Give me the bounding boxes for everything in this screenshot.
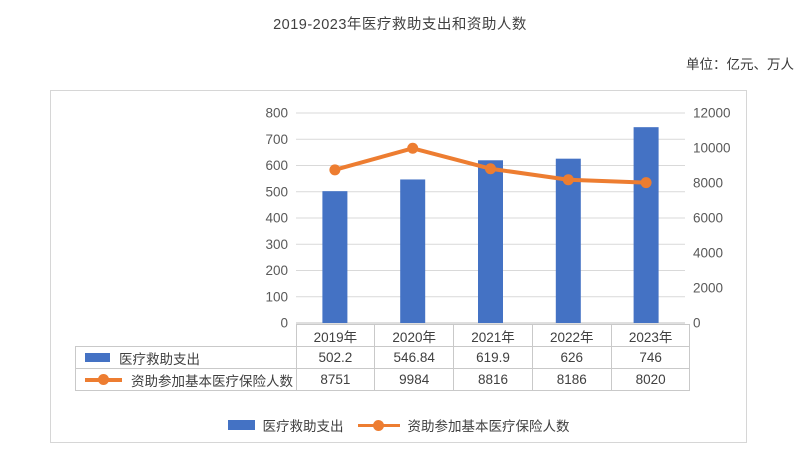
value-cell: 626 xyxy=(531,346,612,369)
bar-series xyxy=(322,127,659,323)
line-legend-marker xyxy=(85,374,122,385)
line-marker xyxy=(485,163,496,175)
left-axis-tick: 700 xyxy=(265,132,288,147)
series-name-cell: 医疗救助支出 xyxy=(75,346,297,369)
bar xyxy=(322,191,348,323)
line-series xyxy=(329,142,652,189)
category-cell: 2022年 xyxy=(531,324,612,347)
chart-box: 800 700 600 500 400 300 200 100 0 12000 10000 8000 6… xyxy=(50,90,747,443)
right-axis-tick: 10000 xyxy=(693,141,731,156)
left-axis-tick: 100 xyxy=(265,289,288,304)
plot-area: 800 700 600 500 400 300 200 100 0 12000 10000 8000 6… xyxy=(265,106,731,331)
series-name-label: 资助参加基本医疗保险人数 xyxy=(131,373,293,389)
line-marker xyxy=(329,164,341,176)
value-cell: 619.9 xyxy=(453,346,533,369)
left-axis-tick: 600 xyxy=(265,158,288,173)
category-cell: 2021年 xyxy=(453,324,533,347)
bar-legend-swatch xyxy=(227,420,255,430)
bar xyxy=(633,127,659,323)
series-name-label: 医疗救助支出 xyxy=(119,351,200,367)
right-axis-tick: 0 xyxy=(693,316,701,331)
line-marker xyxy=(640,177,652,189)
value-cell: 9984 xyxy=(374,368,455,391)
value-cell: 8751 xyxy=(295,368,376,391)
category-cell: 2019年 xyxy=(295,324,376,347)
bar-legend-swatch xyxy=(85,353,110,362)
series-name-cell: 资助参加基本医疗保险人数 xyxy=(75,368,297,391)
line-marker xyxy=(407,142,419,154)
table-header-row: 2019年 2020年 2021年 2022年 2023年 xyxy=(76,324,691,347)
table-corner-cell xyxy=(76,325,297,347)
line-dot xyxy=(373,419,384,431)
bar xyxy=(478,160,503,323)
right-axis-tick: 12000 xyxy=(693,106,731,121)
category-cell: 2023年 xyxy=(610,324,691,347)
bar xyxy=(400,179,426,323)
left-axis-tick: 400 xyxy=(265,211,288,226)
left-axis-ticks: 800 700 600 500 400 300 200 100 0 xyxy=(265,106,288,331)
value-cell: 8020 xyxy=(610,368,691,391)
right-axis-ticks: 12000 10000 8000 6000 4000 2000 0 xyxy=(693,106,731,331)
table-row: 医疗救助支出 502.2 546.84 619.9 626 746 xyxy=(75,346,691,369)
series-name-inner: 资助参加基本医疗保险人数 xyxy=(76,370,296,390)
value-cell: 8186 xyxy=(531,368,612,391)
legend-item: 医疗救助支出 xyxy=(227,415,344,435)
right-axis-tick: 2000 xyxy=(693,281,723,296)
left-axis-tick: 800 xyxy=(265,106,288,121)
value-cell: 746 xyxy=(610,346,691,369)
value-cell: 546.84 xyxy=(374,346,455,369)
left-axis-tick: 300 xyxy=(265,237,288,252)
chart-legend: 医疗救助支出 资助参加基本医疗保险人数 xyxy=(51,412,746,438)
chart-title: 2019-2023年医疗救助支出和资助人数 xyxy=(273,17,527,33)
legend-item-label: 医疗救助支出 xyxy=(262,419,344,434)
line-dot xyxy=(98,374,109,385)
legend-item: 资助参加基本医疗保险人数 xyxy=(357,415,570,435)
unit-label: 单位：亿元、万人 xyxy=(686,57,794,72)
data-table: 2019年 2020年 2021年 2022年 2023年医疗救助支出 502.2 546.… xyxy=(75,324,691,391)
right-axis-tick: 6000 xyxy=(693,211,723,226)
left-axis-tick: 0 xyxy=(280,316,288,331)
left-axis-tick: 500 xyxy=(265,184,288,199)
line-legend-marker xyxy=(357,419,400,431)
bar xyxy=(555,158,581,323)
value-cell: 502.2 xyxy=(295,346,376,369)
left-axis-tick: 200 xyxy=(265,263,288,278)
value-cell: 8816 xyxy=(453,368,533,391)
right-axis-tick: 8000 xyxy=(693,176,723,191)
category-cell: 2020年 xyxy=(374,324,455,347)
series-name-inner: 医疗救助支出 xyxy=(76,348,296,368)
line-marker xyxy=(562,174,574,186)
legend-item-label: 资助参加基本医疗保险人数 xyxy=(407,419,570,434)
right-axis-tick: 4000 xyxy=(693,246,723,261)
table-row: 资助参加基本医疗保险人数 8751 9984 8816 8186 8020 xyxy=(75,368,691,391)
